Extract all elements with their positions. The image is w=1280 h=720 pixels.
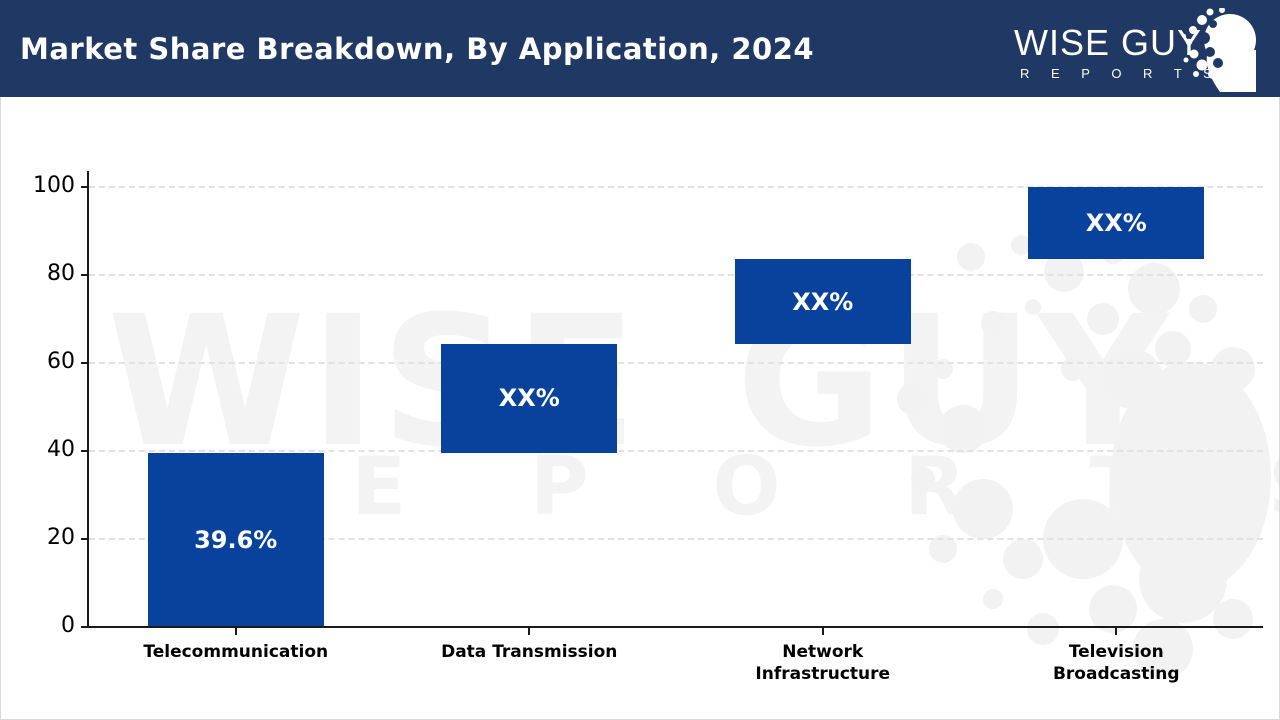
brand-logo-text: WISE GUY R E P O R T S — [1014, 22, 1221, 81]
y-axis-line — [87, 170, 89, 628]
watermark-face-dots — [897, 235, 1271, 679]
brand-logo: WISE GUY R E P O R T S — [1014, 8, 1264, 92]
y-tick-label-40: 40 — [47, 437, 75, 462]
wiseguy-face-icon — [1182, 8, 1256, 92]
gridline-100 — [89, 186, 1263, 188]
x-category-label: Data Transmission — [383, 641, 677, 663]
gridline-40 — [89, 450, 1263, 452]
x-tick-1 — [528, 628, 531, 635]
gridline-60 — [89, 362, 1263, 364]
y-tick-60 — [81, 362, 88, 364]
y-tick-label-60: 60 — [47, 349, 75, 374]
brand-subname: R E P O R T S — [1020, 66, 1221, 81]
y-tick-label-100: 100 — [33, 173, 75, 198]
x-tick-2 — [821, 628, 824, 635]
x-tick-3 — [1115, 628, 1118, 635]
y-tick-label-0: 0 — [61, 613, 75, 638]
bar-value-label: XX% — [498, 384, 560, 413]
x-category-label: Television Broadcasting — [970, 641, 1264, 685]
x-category-label-text: Telecommunication — [143, 642, 329, 662]
y-tick-label-20: 20 — [47, 525, 75, 550]
bar-value-label: XX% — [792, 287, 854, 316]
y-tick-20 — [81, 538, 88, 540]
x-category-label-text: Network Infrastructure — [755, 642, 891, 685]
x-category-label: Telecommunication — [89, 641, 383, 663]
bar-value-label: XX% — [1085, 209, 1147, 238]
bar-television-broadcasting: XX% — [1028, 187, 1205, 260]
bar-network-infrastructure: XX% — [734, 259, 911, 345]
x-category-label-text: Television Broadcasting — [1052, 642, 1180, 685]
brand-name: WISE GUY — [1014, 22, 1203, 63]
y-tick-40 — [81, 450, 88, 452]
x-category-label-text: Data Transmission — [441, 642, 618, 662]
x-tick-0 — [234, 628, 237, 635]
header-bar: Market Share Breakdown, By Application, … — [0, 0, 1280, 97]
y-tick-label-80: 80 — [47, 261, 75, 286]
gridline-20 — [89, 538, 1263, 540]
gridline-80 — [89, 274, 1263, 276]
bar-telecommunication: 39.6% — [147, 452, 324, 627]
y-tick-100 — [81, 186, 88, 188]
chart-area: WISE GUY. R E P O R T S . — [0, 97, 1280, 720]
watermark-text-line1: WISE GUY. — [107, 278, 1215, 487]
page-title: Market Share Breakdown, By Application, … — [20, 31, 815, 66]
x-axis-line — [82, 626, 1263, 628]
bar-data-transmission: XX% — [441, 344, 618, 453]
bar-value-label: 39.6% — [194, 525, 278, 554]
x-category-label: Network Infrastructure — [676, 641, 970, 685]
y-tick-80 — [81, 274, 88, 276]
